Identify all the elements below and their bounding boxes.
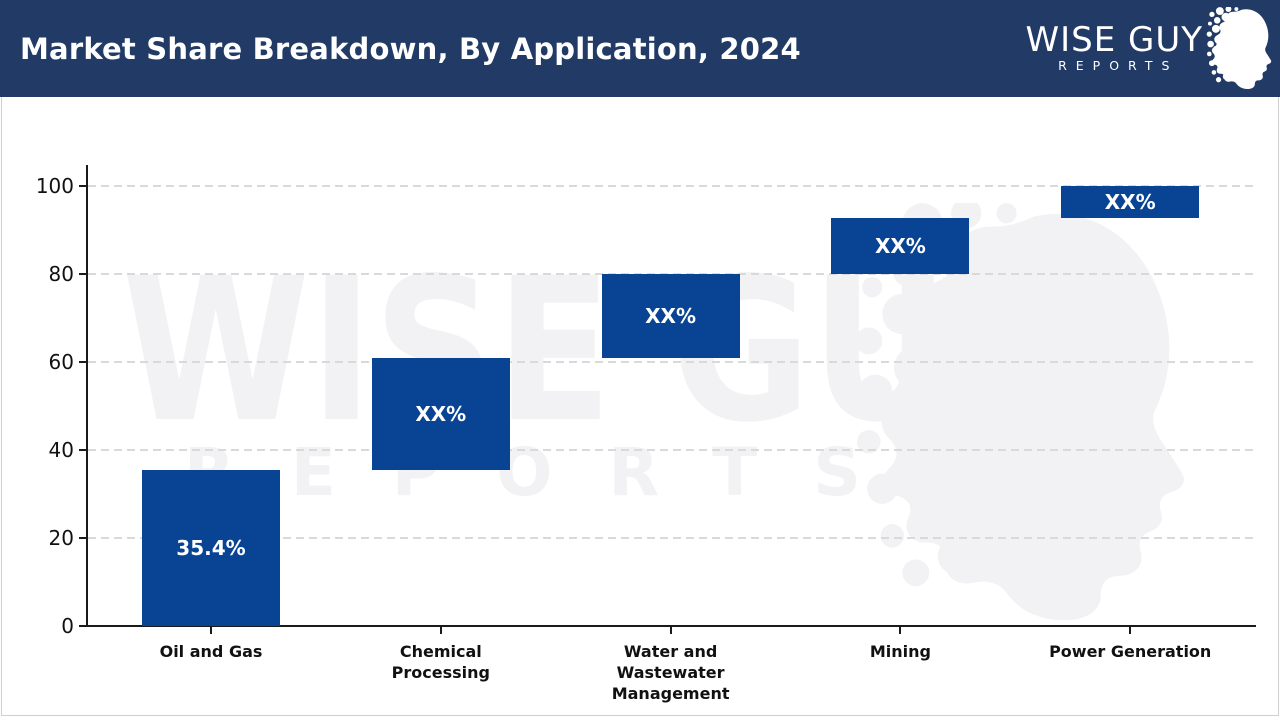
category-label: Power Generation — [1020, 641, 1240, 662]
brand-logo-text: WISE GUY REPORTS — [1025, 19, 1203, 74]
y-tick-mark — [79, 185, 87, 187]
category-label-line: Oil and Gas — [159, 642, 263, 661]
gridline — [88, 449, 1256, 451]
bar-segment: 35.4% — [142, 470, 280, 626]
category-label: Chemical Processing — [331, 641, 551, 683]
y-tick-label: 60 — [48, 350, 74, 374]
brand-logo-line2: REPORTS — [1058, 58, 1179, 74]
category-label: Water and Wastewater Management — [561, 641, 781, 704]
y-tick-mark — [79, 625, 87, 627]
bar-segment: XX% — [371, 357, 510, 471]
bar-value-label: XX% — [1104, 189, 1156, 214]
category-label-line: Processing — [391, 663, 490, 682]
y-tick-label: 20 — [48, 526, 74, 550]
header-bar: Market Share Breakdown, By Application, … — [0, 0, 1280, 97]
y-tick-label: 40 — [48, 438, 74, 462]
gridline — [88, 537, 1256, 539]
y-axis-line — [86, 165, 88, 627]
bar-segment: XX% — [601, 273, 740, 358]
y-tick-mark — [79, 537, 87, 539]
x-tick-mark — [210, 627, 212, 634]
bar-value-label: XX% — [874, 233, 926, 258]
x-axis-line — [85, 625, 1256, 627]
category-label: Oil and Gas — [101, 641, 321, 662]
category-label-line: Chemical — [399, 642, 482, 661]
x-tick-mark — [669, 627, 672, 634]
x-tick-mark — [1129, 627, 1132, 634]
gridline — [88, 185, 1256, 187]
brand-logo: WISE GUY REPORTS — [1025, 7, 1272, 89]
category-label: Mining — [790, 641, 1010, 662]
y-tick-mark — [79, 273, 87, 275]
gridline — [88, 361, 1256, 363]
category-label-line: Wastewater — [616, 663, 725, 682]
brand-head-icon — [1206, 7, 1272, 89]
category-label-line: Power Generation — [1049, 642, 1212, 661]
bar-value-label: XX% — [415, 401, 467, 426]
x-tick-mark — [899, 627, 902, 634]
y-tick-mark — [79, 361, 87, 363]
brand-logo-line1: WISE GUY — [1025, 19, 1203, 60]
watermark-head-icon — [855, 203, 1184, 620]
bar-value-label: 35.4% — [176, 536, 246, 561]
bar-value-label: XX% — [645, 303, 697, 328]
bar-segment: XX% — [1061, 186, 1200, 218]
y-tick-label: 0 — [61, 614, 74, 638]
page-title: Market Share Breakdown, By Application, … — [20, 31, 801, 66]
y-tick-mark — [79, 449, 87, 451]
bar-segment: XX% — [831, 217, 970, 274]
y-tick-label: 80 — [48, 262, 74, 286]
y-tick-label: 100 — [35, 174, 74, 198]
category-label-line: Water and — [623, 642, 718, 661]
category-label-line: Management — [611, 684, 730, 703]
x-tick-mark — [439, 627, 442, 634]
category-label-line: Mining — [869, 642, 931, 661]
